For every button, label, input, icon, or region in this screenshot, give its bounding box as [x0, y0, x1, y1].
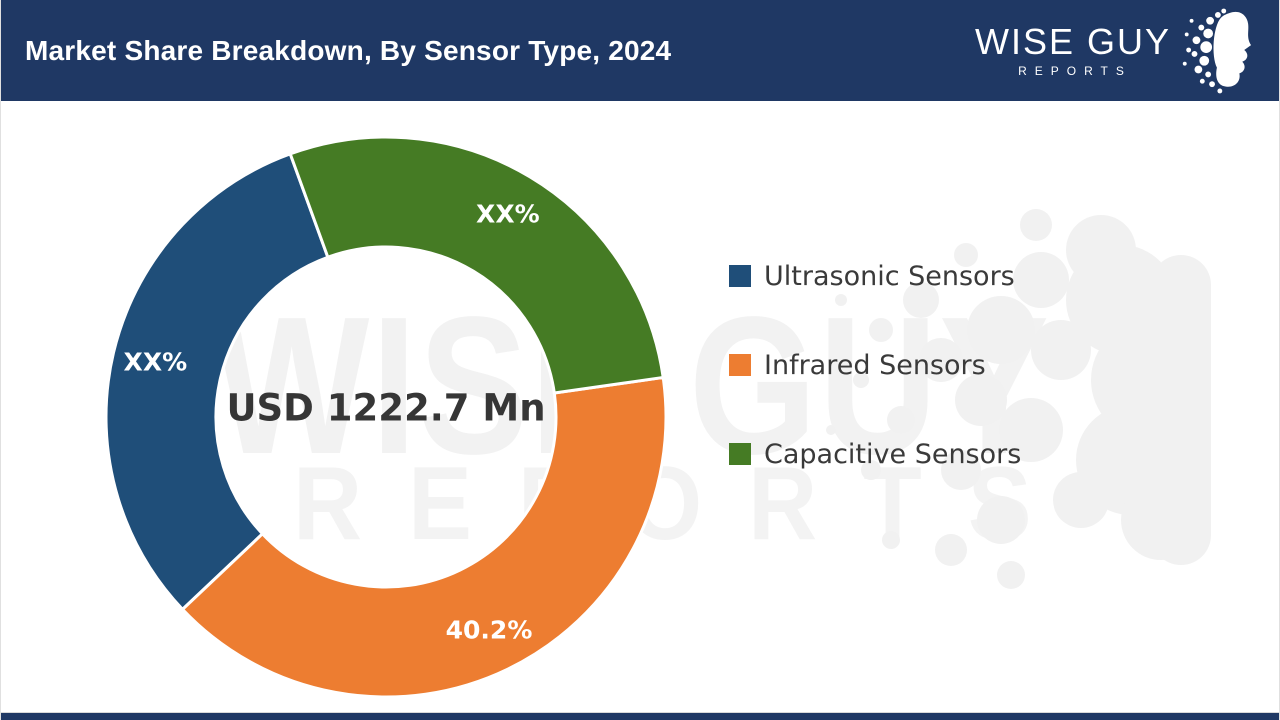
- legend-item-infrared: Infrared Sensors: [729, 349, 1021, 381]
- bottom-bar: [1, 713, 1279, 720]
- page-title: Market Share Breakdown, By Sensor Type, …: [25, 34, 672, 66]
- legend-swatch: [729, 265, 751, 287]
- header-bar: Market Share Breakdown, By Sensor Type, …: [1, 0, 1279, 101]
- legend-label: Infrared Sensors: [764, 349, 986, 381]
- logo-sub: REPORTS: [1018, 64, 1132, 78]
- chart-center-value: USD 1222.7 Mn: [226, 386, 546, 430]
- segment-label: XX%: [476, 199, 540, 229]
- legend-item-ultrasonic: Ultrasonic Sensors: [729, 260, 1021, 292]
- legend-label: Capacitive Sensors: [764, 438, 1022, 470]
- legend: Ultrasonic Sensors Infrared Sensors Capa…: [729, 260, 1021, 527]
- segment-label: XX%: [123, 347, 188, 377]
- bottom-divider: [1, 712, 1279, 713]
- face-profile-icon: [1182, 8, 1252, 93]
- segment-label: 40.2%: [445, 615, 533, 645]
- donut-segment: [104, 152, 330, 611]
- legend-item-capacitive: Capacitive Sensors: [729, 438, 1021, 470]
- wiseguy-logo: WISE GUY REPORTS: [975, 7, 1253, 95]
- donut-segment: [288, 135, 665, 395]
- legend-swatch: [729, 354, 751, 376]
- logo-text: WISE GUY REPORTS: [974, 21, 1171, 78]
- legend-label: Ultrasonic Sensors: [764, 260, 1015, 292]
- logo-name: WISE GUY: [974, 21, 1171, 62]
- legend-swatch: [729, 443, 751, 465]
